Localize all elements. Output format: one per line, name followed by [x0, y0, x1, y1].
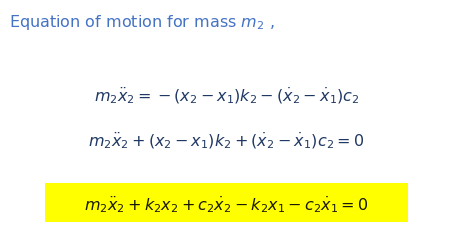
Text: $m_2\ddot{x}_2 + k_2 x_2 + c_2\dot{x}_2 - k_2 x_1 - c_2\dot{x}_1 = 0$: $m_2\ddot{x}_2 + k_2 x_2 + c_2\dot{x}_2 … [84, 194, 369, 214]
Text: $m_2\ddot{x}_2 = -(x_2 - x_1)k_2 - (\dot{x}_2 - \dot{x}_1)c_2$: $m_2\ddot{x}_2 = -(x_2 - x_1)k_2 - (\dot… [94, 85, 359, 105]
FancyBboxPatch shape [45, 184, 408, 222]
Text: Equation of motion for mass $m_2$ ,: Equation of motion for mass $m_2$ , [9, 12, 275, 32]
Text: $m_2\ddot{x}_2 + (x_2 - x_1)k_2 + (\dot{x}_2 - \dot{x}_1)c_2 = 0$: $m_2\ddot{x}_2 + (x_2 - x_1)k_2 + (\dot{… [88, 130, 365, 150]
